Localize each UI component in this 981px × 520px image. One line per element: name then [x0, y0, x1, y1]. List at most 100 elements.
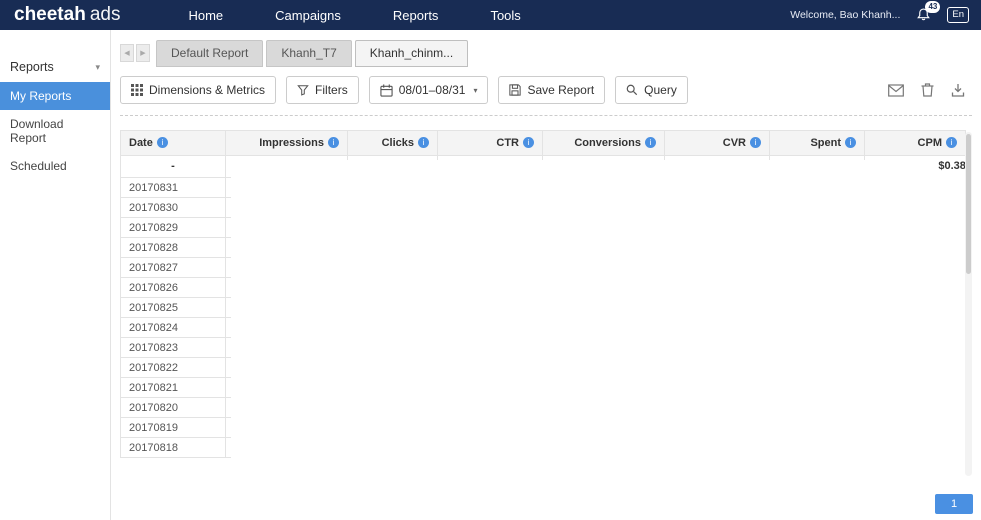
column-header-clicks[interactable]: Clicks i — [347, 130, 438, 156]
column-label: CVR — [722, 137, 746, 149]
table-scrollbar-track — [965, 132, 972, 476]
date-cell: 20170826 — [120, 277, 226, 298]
column-label: Clicks — [381, 137, 414, 149]
date-cell: 20170829 — [120, 217, 226, 238]
column-header-date[interactable]: Date i — [120, 130, 226, 156]
totals-cell: $0.388Average — [231, 155, 972, 458]
date-cell: 20170830 — [120, 197, 226, 218]
info-icon[interactable]: i — [523, 137, 534, 148]
nav-campaigns[interactable]: Campaigns — [275, 7, 341, 23]
date-cell: 20170821 — [120, 377, 226, 398]
filters-label: Filters — [315, 83, 348, 97]
column-header-ctr[interactable]: CTR i — [437, 130, 543, 156]
sidebar-section-reports[interactable]: Reports ▾ — [0, 52, 110, 82]
column-header-spent[interactable]: Spent i — [769, 130, 865, 156]
main-content: ◀ ▶ Default Report Khanh_T7 Khanh_chinm.… — [111, 30, 981, 520]
info-icon[interactable]: i — [156, 137, 168, 148]
tab-khanh-chinm[interactable]: Khanh_chinm... — [354, 39, 469, 67]
tab-scroll-right-icon[interactable]: ▶ — [136, 44, 150, 62]
info-icon[interactable]: i — [418, 137, 429, 148]
column-label: Date — [129, 137, 153, 149]
query-button[interactable]: Query — [615, 76, 688, 104]
user-name[interactable]: Bao Khanh... — [839, 8, 901, 21]
grid-icon — [131, 84, 143, 96]
date-cell: 20170820 — [120, 397, 226, 418]
navbar-right: Welcome, Bao Khanh... 43 En — [790, 1, 969, 24]
table-body: -955,052Total40,653Total4.26%Average0Tot… — [120, 155, 972, 458]
column-label: Spent — [810, 137, 841, 149]
email-icon[interactable] — [888, 83, 904, 97]
query-label: Query — [644, 83, 677, 97]
dimensions-metrics-label: Dimensions & Metrics — [149, 83, 266, 97]
sidebar: Reports ▾ My Reports Download Report Sch… — [0, 30, 111, 520]
totals-row: -955,052Total40,653Total4.26%Average0Tot… — [120, 155, 972, 458]
nav-home[interactable]: Home — [188, 7, 224, 23]
report-tabs: ◀ ▶ Default Report Khanh_T7 Khanh_chinm.… — [111, 30, 981, 67]
totals-value: $0.388 — [231, 160, 972, 458]
tab-khanh-t7[interactable]: Khanh_T7 — [266, 39, 352, 67]
filter-funnel-icon — [297, 84, 309, 96]
chevron-down-icon: ▾ — [95, 61, 100, 72]
date-cell: 20170825 — [120, 297, 226, 318]
toolbar-separator — [120, 115, 972, 116]
column-label: Impressions — [259, 137, 324, 149]
download-icon[interactable] — [951, 83, 965, 97]
sidebar-item-download-report[interactable]: Download Report — [10, 117, 64, 145]
column-label: CTR — [496, 137, 519, 149]
table-scrollbar-thumb[interactable] — [966, 134, 971, 274]
nav-reports[interactable]: Reports — [392, 7, 439, 23]
sidebar-item-my-reports[interactable]: My Reports — [0, 82, 110, 110]
date-cell: 20170823 — [120, 337, 226, 358]
info-icon[interactable]: i — [845, 137, 856, 148]
date-cell: 20170827 — [120, 257, 226, 278]
save-report-button[interactable]: Save Report — [498, 76, 606, 104]
info-icon[interactable]: i — [750, 137, 761, 148]
brand-logo[interactable]: cheetah ads — [14, 0, 120, 30]
notification-count-badge: 43 — [925, 1, 941, 14]
page-1-button[interactable]: 1 — [935, 494, 973, 514]
pagination: 1 — [935, 494, 973, 514]
main-nav: Home Campaigns Reports Tools — [188, 8, 520, 23]
report-table-container: Date i Impressions i Clicks i CTR i Conversions i… — [120, 130, 972, 476]
date-cell: 20170824 — [120, 317, 226, 338]
date-cell: 20170831 — [120, 177, 226, 198]
date-cell: 20170828 — [120, 237, 226, 258]
column-header-cvr[interactable]: CVR i — [664, 130, 770, 156]
date-cell: 20170822 — [120, 357, 226, 378]
date-cell: 20170818 — [120, 437, 226, 458]
welcome-text: Welcome, Bao Khanh... — [790, 9, 900, 21]
totals-date-cell: - — [120, 155, 226, 178]
notifications-bell[interactable]: 43 — [916, 1, 941, 22]
top-navbar: cheetah ads Home Campaigns Reports Tools … — [0, 0, 981, 30]
info-icon[interactable]: i — [645, 137, 656, 148]
column-header-conversions[interactable]: Conversions i — [542, 130, 665, 156]
tab-scroll-left-icon[interactable]: ◀ — [120, 44, 134, 62]
language-selector[interactable]: En — [947, 6, 969, 24]
search-icon — [626, 84, 638, 96]
tab-scroll-arrows: ◀ ▶ — [120, 44, 150, 62]
column-header-cpm[interactable]: CPM i — [864, 130, 966, 156]
sidebar-item-scheduled[interactable]: Scheduled — [10, 159, 67, 173]
header-row: Date i Impressions i Clicks i CTR i Conversions i… — [120, 130, 966, 156]
dimensions-metrics-button[interactable]: Dimensions & Metrics — [120, 76, 277, 104]
info-icon[interactable]: i — [946, 137, 957, 148]
toolbar-right-icons — [888, 83, 965, 97]
nav-tools[interactable]: Tools — [490, 7, 521, 23]
trash-icon[interactable] — [921, 83, 934, 97]
date-cell: 20170819 — [120, 417, 226, 438]
calendar-icon — [380, 83, 393, 97]
date-range-button[interactable]: 08/01–08/31 ▾ — [368, 76, 489, 104]
tab-default-report[interactable]: Default Report — [156, 39, 264, 67]
toolbar: Dimensions & Metrics Filters 08/01–08/31… — [111, 66, 981, 113]
column-label: CPM — [917, 137, 942, 149]
date-range-label: 08/01–08/31 — [398, 83, 466, 97]
brand-bold: cheetah — [14, 4, 86, 25]
sidebar-section-label: Reports — [10, 60, 54, 74]
column-header-impressions[interactable]: Impressions i — [225, 130, 348, 156]
save-icon — [509, 84, 522, 96]
filters-button[interactable]: Filters — [286, 76, 359, 104]
info-icon[interactable]: i — [328, 137, 339, 148]
column-label: Conversions — [574, 137, 641, 149]
save-report-label: Save Report — [527, 83, 595, 97]
chevron-down-icon: ▾ — [473, 85, 478, 95]
